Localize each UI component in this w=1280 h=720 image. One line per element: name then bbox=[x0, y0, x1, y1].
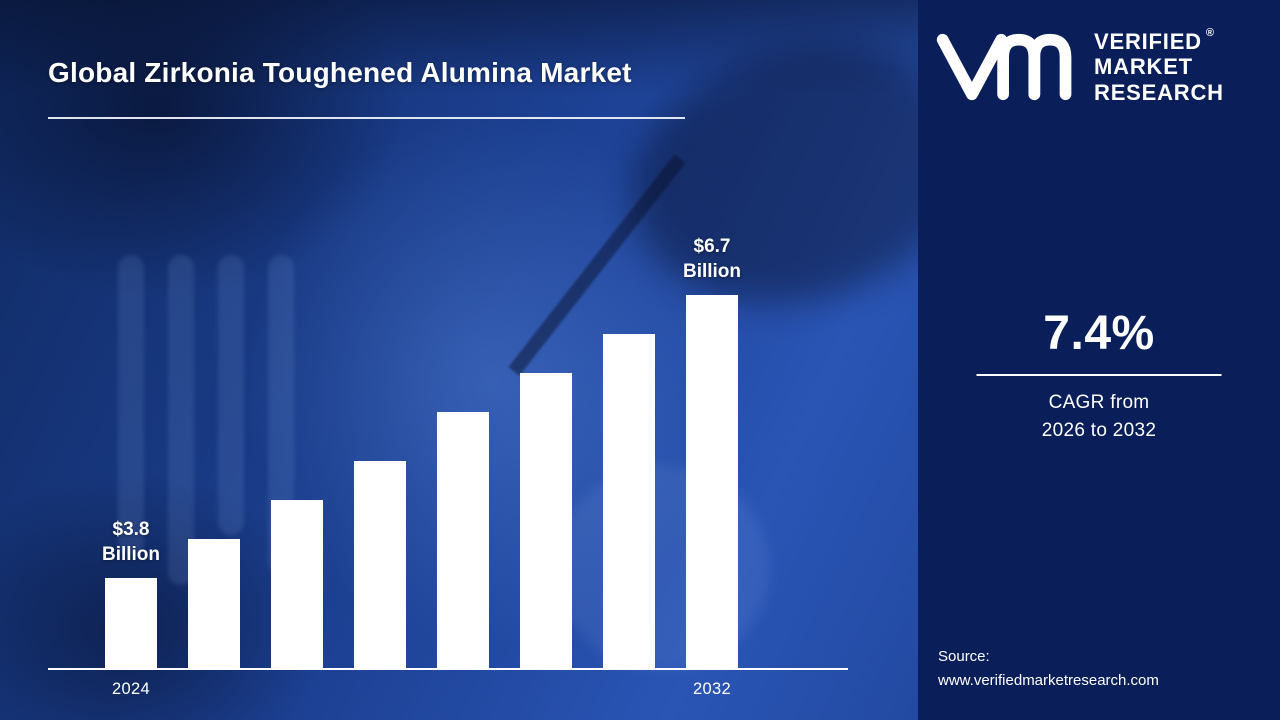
bg-test-tube bbox=[218, 255, 244, 535]
logo-line-2: MARKET bbox=[1094, 54, 1193, 80]
bar-group: 2024 $3.8 Billion 2032 $6.7 Billion bbox=[102, 228, 741, 698]
bar-2032: 2032 $6.7 Billion bbox=[683, 236, 741, 698]
logo-line-1: VERIFIED ® bbox=[1094, 27, 1215, 55]
bar-2024: 2024 $3.8 Billion bbox=[102, 519, 160, 698]
bg-dark-top-strip bbox=[0, 0, 918, 95]
source-block: Source: www.verifiedmarketresearch.com bbox=[938, 645, 1159, 695]
vmr-logo: VERIFIED ® MARKET RESEARCH bbox=[934, 27, 1224, 106]
x-axis-line bbox=[48, 668, 848, 670]
x-axis-label-2032: 2032 bbox=[693, 680, 731, 698]
bg-test-tube bbox=[168, 255, 194, 585]
bar-year-7 bbox=[603, 334, 655, 668]
bar-year-3 bbox=[271, 500, 323, 668]
bar-year-4 bbox=[354, 461, 406, 668]
cagr-value: 7.4% bbox=[1043, 307, 1155, 360]
bar-year-5 bbox=[437, 412, 489, 668]
source-label: Source: bbox=[938, 647, 990, 665]
bar-chart: 2024 $3.8 Billion 2032 $6.7 Billion bbox=[48, 228, 848, 698]
vmr-monogram-icon bbox=[936, 33, 1072, 101]
bar-year-2 bbox=[188, 539, 240, 668]
title-underline bbox=[48, 117, 685, 119]
bar-value-label: $6.7 Billion bbox=[682, 235, 742, 283]
page-title: Global Zirkonia Toughened Alumina Market bbox=[48, 57, 632, 88]
cagr-caption-line2: 2026 to 2032 bbox=[1041, 420, 1157, 441]
registered-trademark: ® bbox=[1205, 27, 1215, 40]
info-panel: VERIFIED ® MARKET RESEARCH 7.4% CAGR from… bbox=[918, 0, 1280, 720]
cagr-caption-line1: CAGR from bbox=[1048, 392, 1150, 413]
x-axis-label-2024: 2024 bbox=[112, 680, 150, 698]
logo-line-3: RESEARCH bbox=[1094, 79, 1224, 105]
bar-year-6 bbox=[520, 373, 572, 668]
cagr-divider bbox=[976, 374, 1222, 376]
source-url: www.verifiedmarketresearch.com bbox=[938, 672, 1159, 690]
bg-test-tube bbox=[118, 255, 144, 555]
bar-value-label: $3.8 Billion bbox=[101, 518, 161, 566]
vmr-logo-text: VERIFIED ® MARKET RESEARCH bbox=[1094, 27, 1224, 105]
